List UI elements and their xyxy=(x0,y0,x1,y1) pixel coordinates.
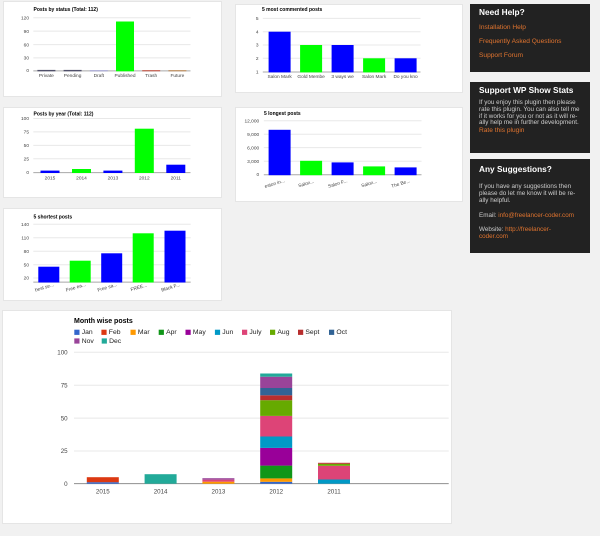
svg-text:Dec: Dec xyxy=(109,338,122,345)
svg-text:Trash: Trash xyxy=(145,73,157,79)
svg-text:12,000: 12,000 xyxy=(245,118,260,124)
svg-text:Posts by status (Total: 112): Posts by status (Total: 112) xyxy=(34,7,99,13)
svg-text:25: 25 xyxy=(24,157,30,163)
svg-text:25: 25 xyxy=(61,448,68,455)
svg-text:2015: 2015 xyxy=(45,176,56,182)
svg-text:50: 50 xyxy=(61,415,68,422)
svg-text:2011: 2011 xyxy=(171,176,182,182)
svg-text:9,000: 9,000 xyxy=(247,132,259,138)
svg-text:Aug: Aug xyxy=(277,329,289,336)
svg-text:50: 50 xyxy=(24,143,30,149)
svg-text:Jan: Jan xyxy=(82,329,93,336)
svg-text:Posts by year (Total: 112): Posts by year (Total: 112) xyxy=(34,112,94,118)
svg-text:2013: 2013 xyxy=(108,176,119,182)
svg-text:Nov: Nov xyxy=(82,338,95,345)
svg-text:75: 75 xyxy=(61,382,68,389)
svg-text:Private: Private xyxy=(39,73,54,79)
svg-text:Jun: Jun xyxy=(222,329,233,336)
svg-text:2013: 2013 xyxy=(212,489,226,496)
svg-text:Feb: Feb xyxy=(109,329,121,336)
svg-text:30: 30 xyxy=(24,56,30,62)
svg-text:90: 90 xyxy=(24,29,30,35)
svg-text:2011: 2011 xyxy=(327,489,341,496)
svg-text:Draft: Draft xyxy=(94,73,105,79)
svg-text:0: 0 xyxy=(26,68,29,74)
svg-text:Salon Mark: Salon Mark xyxy=(362,74,387,80)
svg-text:Pending: Pending xyxy=(64,73,82,79)
svg-text:May: May xyxy=(193,329,206,336)
svg-text:120: 120 xyxy=(21,15,29,21)
svg-text:140: 140 xyxy=(21,222,29,228)
svg-text:Do you kno: Do you kno xyxy=(393,74,418,80)
svg-text:Black F...: Black F... xyxy=(161,282,181,293)
svg-text:Published: Published xyxy=(114,73,135,79)
svg-text:50: 50 xyxy=(24,262,30,268)
svg-text:Salon...: Salon... xyxy=(361,179,378,189)
svg-text:3,000: 3,000 xyxy=(247,159,259,165)
svg-text:Future: Future xyxy=(170,73,184,79)
svg-text:2012: 2012 xyxy=(269,489,283,496)
svg-text:5 shortest posts: 5 shortest posts xyxy=(34,215,73,221)
svg-text:5 most commented posts: 5 most commented posts xyxy=(262,7,323,13)
svg-text:5 longest posts: 5 longest posts xyxy=(264,111,301,117)
svg-text:20: 20 xyxy=(24,276,30,282)
svg-text:110: 110 xyxy=(21,235,29,241)
svg-text:5: 5 xyxy=(256,16,259,22)
svg-text:The Be...: The Be... xyxy=(391,178,411,189)
svg-text:0: 0 xyxy=(26,170,29,176)
svg-text:Mar: Mar xyxy=(138,329,150,336)
svg-text:100: 100 xyxy=(57,350,68,357)
svg-text:0: 0 xyxy=(64,481,68,488)
svg-text:3: 3 xyxy=(256,43,259,49)
svg-text:Free ea...: Free ea... xyxy=(65,282,86,294)
svg-text:2014: 2014 xyxy=(154,489,168,496)
svg-text:0: 0 xyxy=(257,172,260,178)
svg-text:Free sa...: Free sa... xyxy=(97,282,118,294)
svg-text:80: 80 xyxy=(24,249,30,255)
svg-text:Month wise posts: Month wise posts xyxy=(74,318,133,325)
svg-text:Oct: Oct xyxy=(336,329,347,336)
svg-text:July: July xyxy=(249,329,262,336)
svg-text:Gold Membe: Gold Membe xyxy=(297,74,325,80)
svg-text:2: 2 xyxy=(256,56,259,62)
svg-text:1: 1 xyxy=(256,69,259,75)
svg-text:Salon Mark: Salon Mark xyxy=(267,74,292,80)
svg-text:2014: 2014 xyxy=(76,176,87,182)
svg-text:2012: 2012 xyxy=(139,176,150,182)
svg-text:75: 75 xyxy=(24,130,30,136)
svg-text:100: 100 xyxy=(21,116,29,122)
svg-text:FREE...: FREE... xyxy=(130,283,148,294)
svg-text:3 ways we: 3 ways we xyxy=(331,74,354,80)
svg-text:eston in...: eston in... xyxy=(264,178,286,190)
svg-text:2015: 2015 xyxy=(96,489,110,496)
svg-text:60: 60 xyxy=(24,42,30,48)
svg-text:best se...: best se... xyxy=(34,282,54,293)
svg-text:Apr: Apr xyxy=(166,329,177,336)
svg-text:Salon F...: Salon F... xyxy=(327,178,348,190)
svg-text:Salon...: Salon... xyxy=(298,179,315,189)
svg-text:Sept: Sept xyxy=(305,329,319,336)
svg-text:4: 4 xyxy=(256,29,259,35)
svg-text:6,000: 6,000 xyxy=(247,145,259,151)
